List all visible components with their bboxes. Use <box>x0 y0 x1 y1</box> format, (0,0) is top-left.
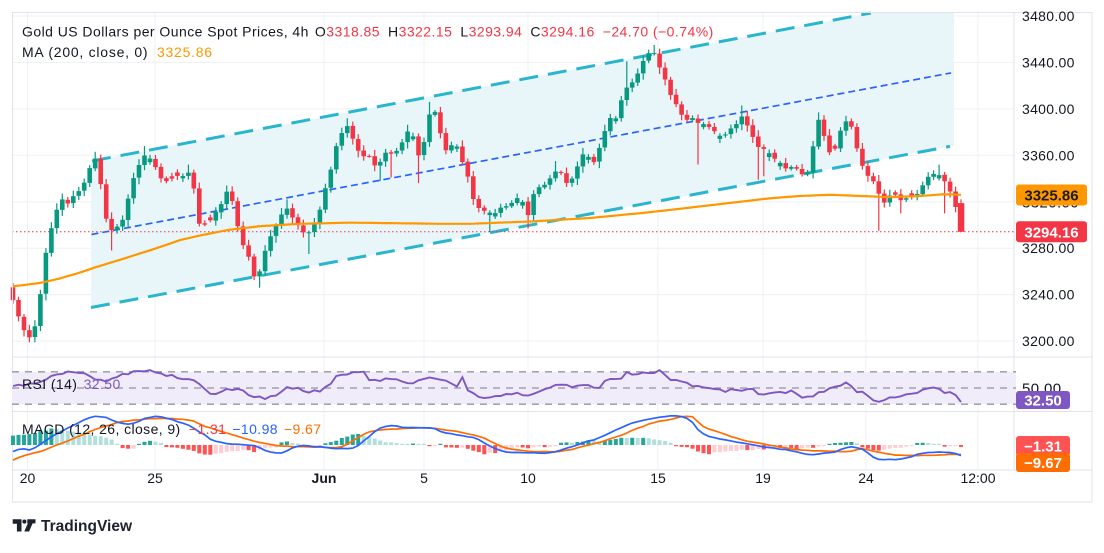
svg-text:25: 25 <box>147 470 163 486</box>
svg-text:RSI (14) 32.50: RSI (14) 32.50 <box>22 376 121 392</box>
svg-text:3280.00: 3280.00 <box>1022 240 1075 256</box>
svg-text:Jun: Jun <box>312 470 337 486</box>
svg-text:−9.67: −9.67 <box>1024 455 1062 472</box>
svg-text:12:00: 12:00 <box>960 470 995 486</box>
svg-text:MA (200, close, 0) 3325.86: MA (200, close, 0) 3325.86 <box>22 44 213 60</box>
svg-text:19: 19 <box>755 470 771 486</box>
svg-text:3200.00: 3200.00 <box>1022 333 1075 349</box>
svg-text:−1.31: −1.31 <box>1024 439 1062 456</box>
svg-text:3480.00: 3480.00 <box>1022 8 1075 24</box>
svg-text:20: 20 <box>20 470 36 486</box>
svg-text:10: 10 <box>520 470 536 486</box>
svg-text:3240.00: 3240.00 <box>1022 287 1075 303</box>
svg-text:Gold US Dollars per Ounce Spot: Gold US Dollars per Ounce Spot Prices, 4… <box>22 24 714 40</box>
svg-text:3400.00: 3400.00 <box>1022 101 1075 117</box>
svg-text:15: 15 <box>650 470 666 486</box>
svg-text:24: 24 <box>858 470 874 486</box>
svg-text:5: 5 <box>420 470 428 486</box>
svg-text:3294.16: 3294.16 <box>1024 224 1078 241</box>
svg-text:3325.86: 3325.86 <box>1024 188 1078 205</box>
svg-text:MACD (12, 26, close, 9) −1.31−: MACD (12, 26, close, 9) −1.31 −10.98 −9.67 <box>22 421 321 437</box>
svg-text:32.50: 32.50 <box>1024 393 1062 410</box>
svg-text:3360.00: 3360.00 <box>1022 147 1075 163</box>
svg-text:3440.00: 3440.00 <box>1022 54 1075 70</box>
svg-text:TradingView: TradingView <box>41 518 133 535</box>
